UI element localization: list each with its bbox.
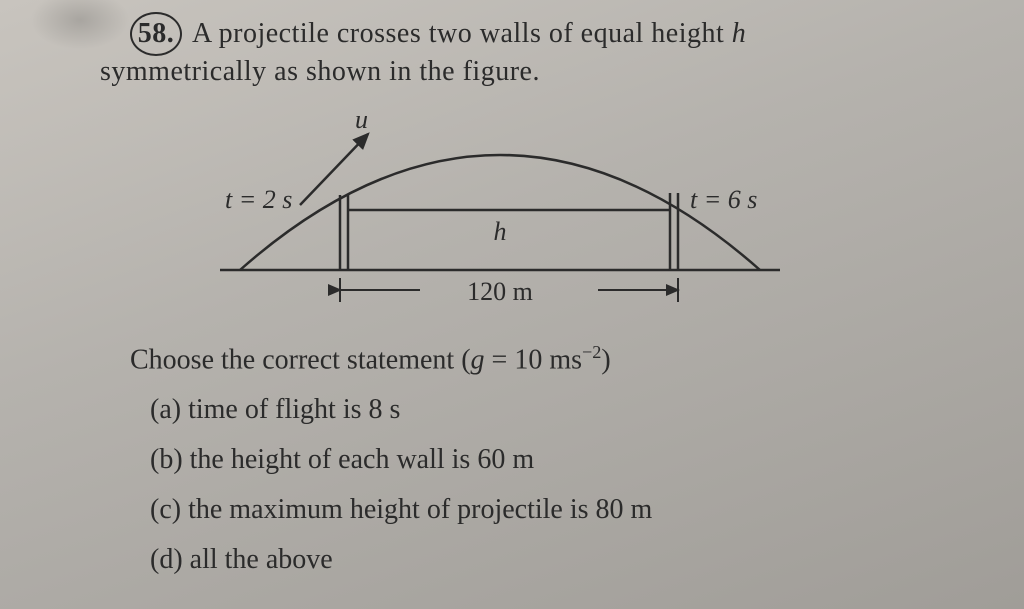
svg-text:u: u (355, 110, 368, 134)
choose-suffix: ) (601, 344, 610, 375)
option-b: (b) the height of each wall is 60 m (150, 444, 534, 476)
question-number: 58. (130, 12, 182, 56)
question-text-1: A projectile crosses two walls of equal … (192, 18, 724, 49)
option-a: (a) time of flight is 8 s (150, 394, 400, 426)
svg-text:t = 2 s: t = 2 s (225, 185, 292, 214)
question-line-1: 58. A projectile crosses two walls of eq… (130, 12, 746, 56)
svg-text:h: h (494, 217, 507, 246)
choose-eq: = 10 ms (485, 344, 582, 375)
choose-exp: −2 (582, 342, 601, 362)
question-line-2: symmetrically as shown in the figure. (100, 56, 540, 88)
g-var: g (471, 344, 485, 375)
option-c: (c) the maximum height of projectile is … (150, 494, 652, 526)
corner-shadow (30, 0, 130, 50)
choose-statement: Choose the correct statement (g = 10 ms−… (130, 342, 611, 376)
option-d: (d) all the above (150, 544, 333, 576)
trajectory-diagram: u t = 2 s t = 6 s h 120 m (200, 110, 800, 310)
figure: u t = 2 s t = 6 s h 120 m (200, 110, 800, 310)
variable-h: h (732, 18, 747, 49)
choose-prefix: Choose the correct statement ( (130, 344, 471, 375)
svg-text:t = 6 s: t = 6 s (690, 185, 757, 214)
svg-text:120 m: 120 m (467, 277, 533, 306)
page: 58. A projectile crosses two walls of eq… (0, 0, 1024, 609)
